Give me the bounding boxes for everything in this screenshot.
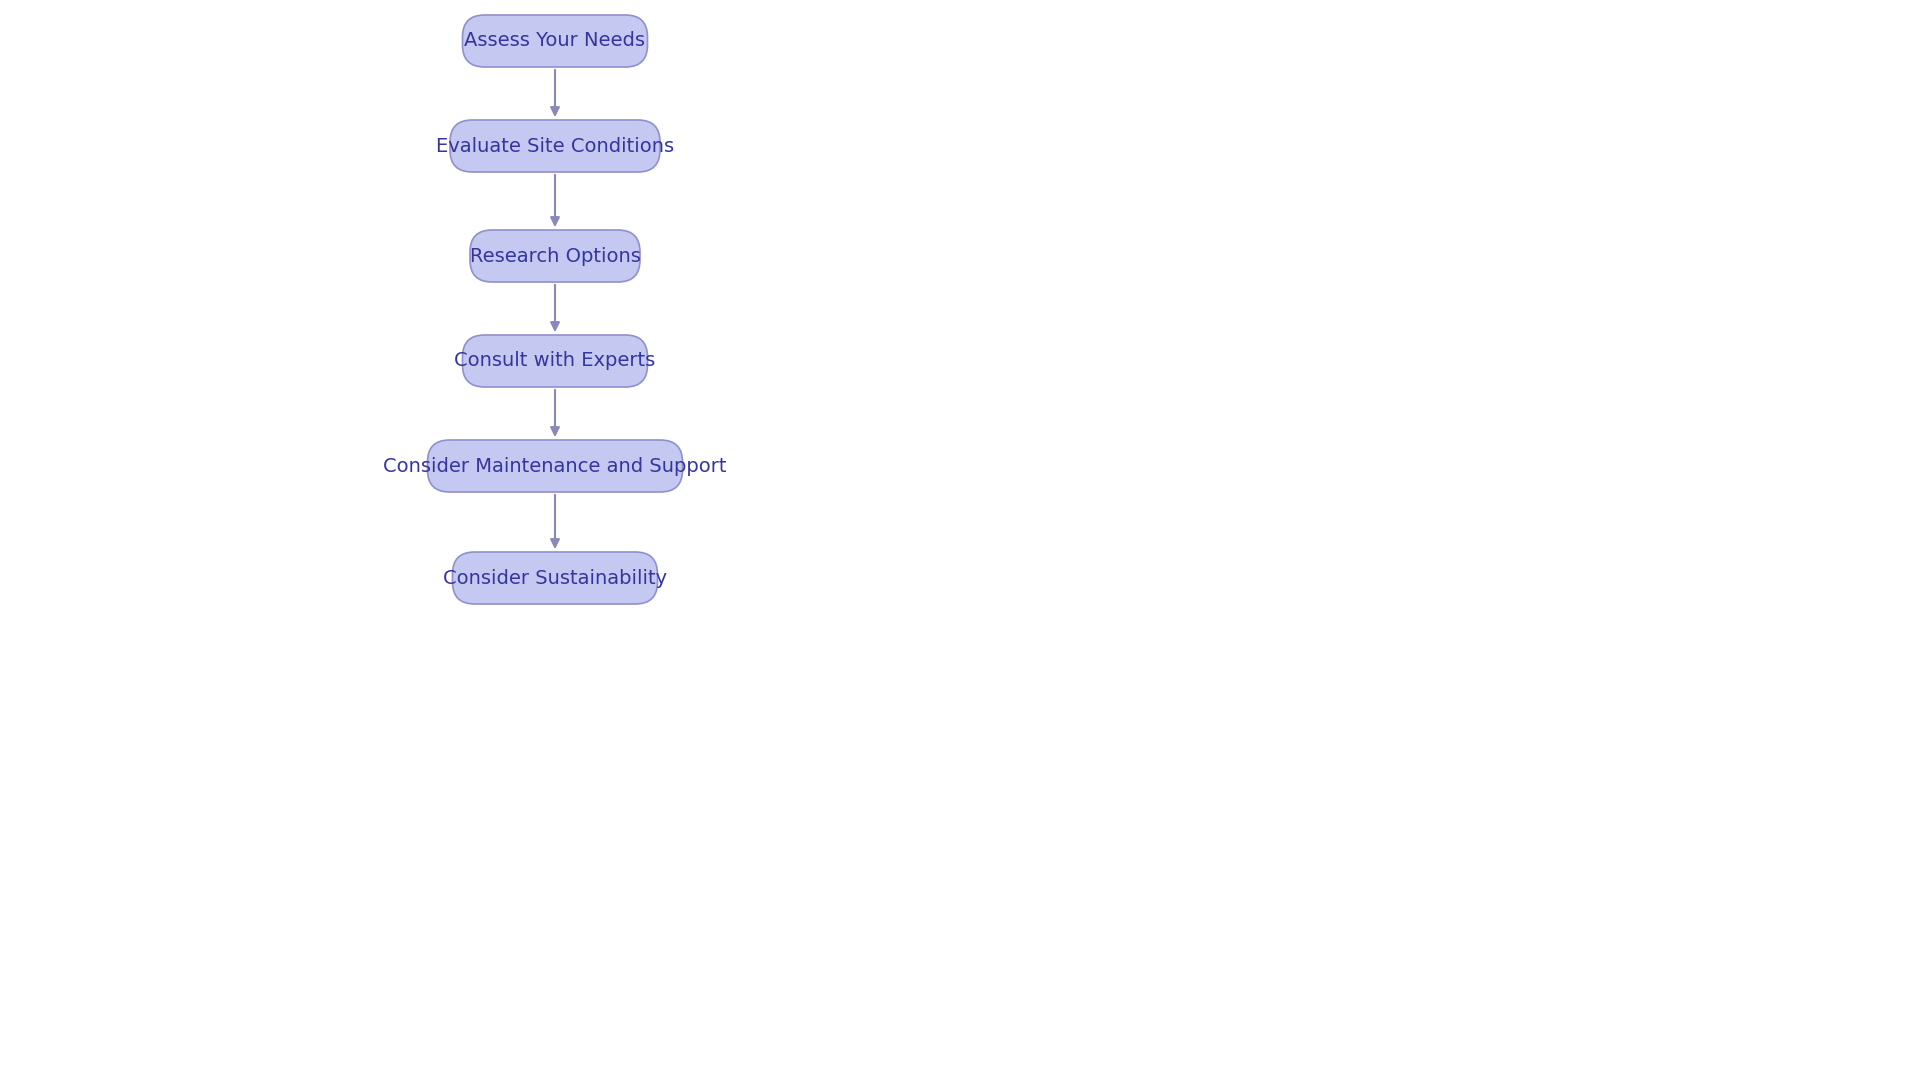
- FancyBboxPatch shape: [470, 230, 639, 282]
- Text: Consider Sustainability: Consider Sustainability: [444, 569, 666, 587]
- Text: Consider Maintenance and Support: Consider Maintenance and Support: [384, 457, 728, 475]
- FancyBboxPatch shape: [463, 15, 647, 67]
- FancyBboxPatch shape: [449, 120, 660, 172]
- FancyBboxPatch shape: [428, 440, 682, 492]
- Text: Evaluate Site Conditions: Evaluate Site Conditions: [436, 136, 674, 156]
- Text: Consult with Experts: Consult with Experts: [455, 352, 655, 370]
- Text: Research Options: Research Options: [470, 247, 641, 265]
- FancyBboxPatch shape: [463, 335, 647, 387]
- FancyBboxPatch shape: [453, 552, 657, 604]
- Text: Assess Your Needs: Assess Your Needs: [465, 31, 645, 51]
